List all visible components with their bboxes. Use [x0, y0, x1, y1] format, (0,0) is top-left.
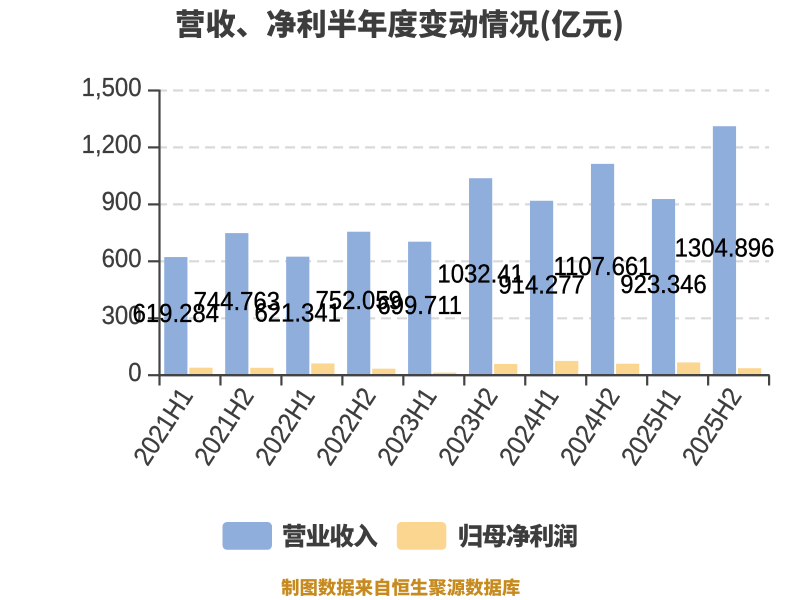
svg-text:752.059: 752.059 — [315, 286, 401, 315]
svg-text:900: 900 — [102, 187, 142, 216]
svg-text:621.341: 621.341 — [254, 299, 340, 328]
svg-text:923.346: 923.346 — [620, 270, 706, 299]
svg-text:1,500: 1,500 — [82, 73, 142, 102]
svg-text:0: 0 — [128, 358, 141, 387]
svg-text:2023H1: 2023H1 — [372, 383, 443, 470]
svg-text:2025H1: 2025H1 — [616, 383, 687, 470]
svg-text:619.284: 619.284 — [133, 299, 220, 328]
svg-text:1032.41: 1032.41 — [437, 260, 523, 289]
svg-text:1304.896: 1304.896 — [675, 234, 775, 263]
svg-text:2023H2: 2023H2 — [433, 383, 504, 470]
svg-text:699.711: 699.711 — [377, 291, 462, 320]
svg-text:2021H2: 2021H2 — [189, 383, 260, 470]
svg-text:914.277: 914.277 — [498, 271, 584, 300]
svg-text:1,200: 1,200 — [82, 130, 142, 159]
svg-text:2024H2: 2024H2 — [555, 383, 626, 470]
svg-text:2022H2: 2022H2 — [311, 383, 382, 470]
svg-text:2021H1: 2021H1 — [128, 383, 199, 470]
svg-text:600: 600 — [102, 244, 142, 273]
svg-text:2024H1: 2024H1 — [494, 383, 565, 470]
svg-text:744.763: 744.763 — [194, 287, 280, 316]
svg-text:2022H1: 2022H1 — [250, 383, 321, 470]
svg-text:300: 300 — [102, 301, 142, 330]
svg-text:2025H2: 2025H2 — [677, 383, 748, 470]
svg-text:1107.661: 1107.661 — [554, 252, 652, 281]
